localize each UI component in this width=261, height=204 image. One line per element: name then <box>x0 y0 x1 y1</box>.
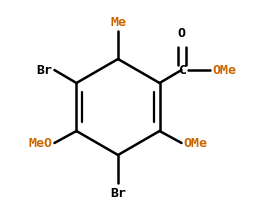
Text: Me: Me <box>110 16 126 29</box>
Text: OMe: OMe <box>212 64 236 77</box>
Text: OMe: OMe <box>183 137 207 150</box>
Text: Br: Br <box>110 186 126 199</box>
Text: C: C <box>179 64 187 77</box>
Text: Br: Br <box>37 64 52 77</box>
Text: O: O <box>177 27 186 40</box>
Text: MeO: MeO <box>28 137 52 150</box>
